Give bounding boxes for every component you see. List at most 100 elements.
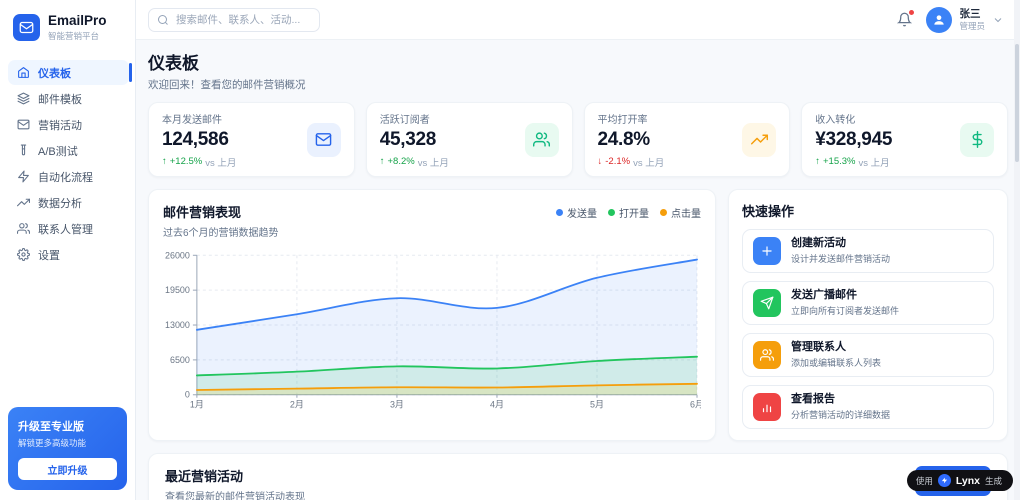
dollar-icon — [969, 131, 986, 148]
recent-campaigns-title: 最近营销活动 — [165, 466, 305, 485]
app-name: EmailPro — [48, 13, 107, 28]
stat-delta: ↑+15.3%vs 上月 — [815, 155, 892, 169]
sidebar-item-campaigns[interactable]: 营销活动 — [8, 112, 129, 137]
stat-delta-value: +15.3% — [823, 156, 856, 167]
quick-action-view-reports[interactable]: 查看报告分析营销活动的详细数据 — [742, 385, 994, 429]
search-box[interactable] — [148, 8, 320, 32]
topbar-right: 张三 管理员 — [897, 7, 1004, 33]
trending-icon — [17, 196, 30, 209]
sidebar-item-automation[interactable]: 自动化流程 — [8, 164, 129, 189]
legend-clicks[interactable]: 点击量 — [660, 205, 701, 220]
stat-delta: ↓-2.1%vs 上月 — [598, 155, 665, 169]
app-logo: EmailPro 智能营销平台 — [0, 0, 135, 54]
stat-delta: ↑+12.5%vs 上月 — [162, 155, 236, 169]
quick-action-send-broadcast[interactable]: 发送广播邮件立即向所有订阅者发送邮件 — [742, 281, 994, 325]
stat-delta: ↑+8.2%vs 上月 — [380, 155, 449, 169]
upgrade-title: 升级至专业版 — [18, 418, 117, 434]
stat-label: 平均打开率 — [598, 111, 665, 126]
user-role: 管理员 — [959, 20, 985, 32]
sidebar-item-label: 数据分析 — [38, 195, 82, 211]
chart-title: 邮件营销表现 — [163, 202, 279, 221]
legend-sends[interactable]: 发送量 — [556, 205, 597, 220]
sidebar-item-analytics[interactable]: 数据分析 — [8, 190, 129, 215]
svg-text:5月: 5月 — [590, 400, 604, 410]
stat-label: 活跃订阅者 — [380, 111, 449, 126]
sidebar-nav: 仪表板邮件模板营销活动 A/B测试自动化流程数据分析联系人管理设置 — [0, 60, 135, 268]
legend-dot — [660, 209, 667, 216]
quick-action-subtitle: 添加或编辑联系人列表 — [791, 356, 881, 369]
svg-text:26000: 26000 — [165, 250, 190, 260]
barchart-icon — [760, 400, 774, 414]
svg-text:4月: 4月 — [490, 400, 504, 410]
sidebar: EmailPro 智能营销平台 仪表板邮件模板营销活动 A/B测试自动化流程数据分… — [0, 0, 136, 500]
stat-value: 24.8% — [598, 129, 665, 151]
sidebar-item-dashboard[interactable]: 仪表板 — [8, 60, 129, 85]
sidebar-item-label: 自动化流程 — [38, 169, 93, 185]
stats-row: 本月发送邮件124,586↑+12.5%vs 上月活跃订阅者45,328↑+8.… — [148, 102, 1008, 177]
page-title: 仪表板 — [148, 49, 1008, 74]
quick-action-manage-contacts[interactable]: 管理联系人添加或编辑联系人列表 — [742, 333, 994, 377]
quick-action-title: 创建新活动 — [791, 237, 890, 250]
mid-row: 邮件营销表现 过去6个月的营销数据趋势 发送量打开量点击量 0650013000… — [148, 189, 1008, 441]
avatar — [926, 7, 952, 33]
users-icon — [533, 131, 550, 148]
chevron-down-icon — [992, 14, 1004, 26]
stat-delta-value: +8.2% — [388, 156, 415, 167]
user-menu[interactable]: 张三 管理员 — [926, 7, 1004, 33]
stat-value: 124,586 — [162, 129, 236, 151]
stat-card: 本月发送邮件124,586↑+12.5%vs 上月 — [148, 102, 355, 177]
quick-action-subtitle: 设计并发送邮件营销活动 — [791, 252, 890, 265]
svg-text:6500: 6500 — [170, 355, 190, 365]
svg-text:2月: 2月 — [290, 400, 304, 410]
sidebar-item-templates[interactable]: 邮件模板 — [8, 86, 129, 111]
sidebar-item-settings[interactable]: 设置 — [8, 242, 129, 267]
recent-campaigns-card: 最近营销活动 查看您最新的邮件营销活动表现 查看全部 活动名称状态发送量打开率点… — [148, 453, 1008, 500]
main-content: 仪表板 欢迎回来！查看您的邮件营销概况 本月发送邮件124,586↑+12.5%… — [136, 40, 1020, 500]
stat-value: 45,328 — [380, 129, 449, 151]
legend-dot — [608, 209, 615, 216]
trend-up-arrow-icon: ↑ — [380, 156, 385, 167]
emailpro-logo-icon — [13, 14, 40, 41]
scrollbar-track — [1014, 0, 1020, 500]
svg-text:6月: 6月 — [690, 400, 701, 410]
recent-campaigns-subtitle: 查看您最新的邮件营销活动表现 — [165, 488, 305, 500]
search-icon — [157, 14, 169, 26]
trending-icon — [751, 131, 768, 148]
person-icon — [932, 13, 946, 27]
quick-actions-panel: 快速操作 创建新活动设计并发送邮件营销活动发送广播邮件立即向所有订阅者发送邮件管… — [728, 189, 1008, 441]
users-icon — [760, 348, 774, 362]
sidebar-item-ab-testing[interactable]: A/B测试 — [8, 138, 129, 163]
notifications-button[interactable] — [897, 12, 912, 27]
upgrade-button[interactable]: 立即升级 — [18, 458, 117, 480]
app-tagline: 智能营销平台 — [48, 30, 107, 42]
stat-card: 活跃订阅者 45,328 ↑+8.2%vs 上月 — [366, 102, 573, 177]
stat-delta-suffix: vs 上月 — [418, 155, 449, 169]
trend-down-arrow-icon: ↓ — [598, 156, 603, 167]
recent-campaigns-header: 最近营销活动 查看您最新的邮件营销活动表现 查看全部 — [165, 466, 991, 500]
legend-label: 点击量 — [671, 205, 701, 220]
svg-text:0: 0 — [185, 390, 190, 400]
stat-value: ¥328,945 — [815, 129, 892, 151]
stat-delta-value: -2.1% — [605, 156, 630, 167]
notification-dot — [908, 9, 915, 16]
sidebar-item-label: A/B测试 — [38, 143, 78, 159]
page-subtitle: 欢迎回来！查看您的邮件营销概况 — [148, 77, 1008, 92]
zap-icon — [17, 170, 30, 183]
users-icon — [17, 222, 30, 235]
topbar: 张三 管理员 — [136, 0, 1020, 40]
scrollbar-thumb[interactable] — [1015, 44, 1019, 162]
stat-delta-suffix: vs 上月 — [633, 155, 664, 169]
app-root: EmailPro 智能营销平台 仪表板邮件模板营销活动 A/B测试自动化流程数据分… — [0, 0, 1020, 500]
lynx-badge[interactable]: 使用 Lynx 生成 — [907, 470, 1013, 491]
sidebar-item-contacts[interactable]: 联系人管理 — [8, 216, 129, 241]
svg-text:19500: 19500 — [165, 285, 190, 295]
search-input[interactable] — [148, 8, 320, 32]
legend-dot — [556, 209, 563, 216]
lynx-logo-icon — [938, 474, 951, 487]
chart-subtitle: 过去6个月的营销数据趋势 — [163, 224, 279, 239]
quick-action-create-campaign[interactable]: 创建新活动设计并发送邮件营销活动 — [742, 229, 994, 273]
legend-opens[interactable]: 打开量 — [608, 205, 649, 220]
plus-icon — [760, 244, 774, 258]
lynx-badge-suffix: 生成 — [985, 475, 1002, 487]
quick-actions-title: 快速操作 — [742, 201, 994, 220]
